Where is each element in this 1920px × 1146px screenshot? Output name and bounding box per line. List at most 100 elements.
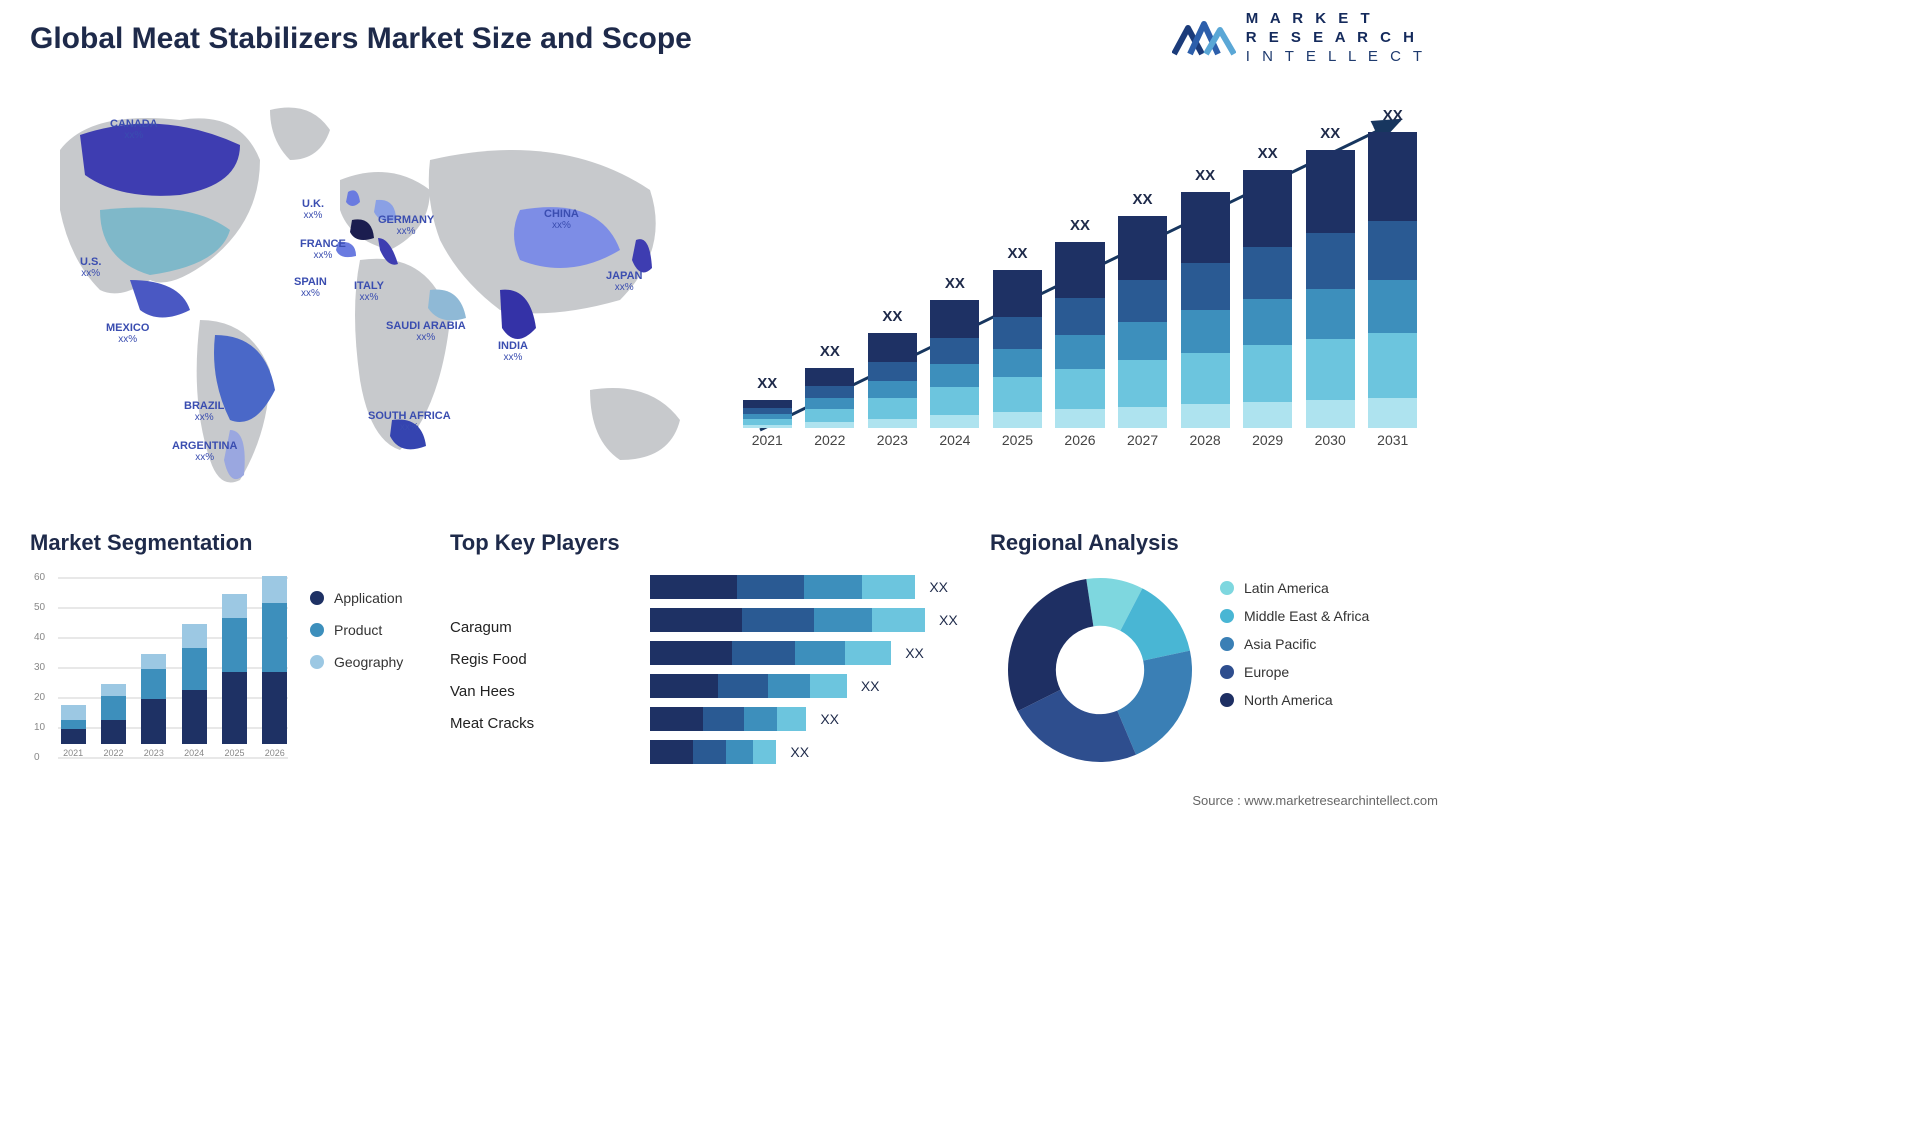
seg-x-label: 2026 <box>265 748 285 758</box>
seg-seg <box>141 654 166 669</box>
player-seg <box>650 740 693 764</box>
growth-value-label: XX <box>882 308 902 325</box>
growth-seg <box>993 270 1042 317</box>
growth-col-2028: XX2028 <box>1178 167 1233 448</box>
growth-seg <box>1055 335 1104 368</box>
legend-label: Europe <box>1244 664 1289 680</box>
player-seg <box>777 707 806 731</box>
player-seg <box>703 707 744 731</box>
seg-col-2023: 2023 <box>139 654 169 758</box>
donut-chart <box>1000 570 1200 770</box>
growth-year-label: 2027 <box>1127 432 1158 448</box>
seg-x-label: 2025 <box>224 748 244 758</box>
growth-seg <box>805 398 854 409</box>
donut-legend-item: Asia Pacific <box>1220 636 1369 652</box>
player-seg <box>650 674 718 698</box>
seg-seg <box>61 705 86 720</box>
seg-legend-item: Geography <box>310 654 403 670</box>
player-value-label: XX <box>861 678 880 694</box>
player-seg <box>768 674 810 698</box>
seg-seg <box>61 729 86 744</box>
player-seg <box>845 641 891 665</box>
seg-col-2022: 2022 <box>98 684 128 758</box>
seg-seg <box>101 684 126 696</box>
growth-seg <box>743 400 792 408</box>
seg-col-2021: 2021 <box>58 705 88 758</box>
seg-seg <box>222 672 247 744</box>
legend-label: North America <box>1244 692 1333 708</box>
player-label: Caragum <box>450 612 534 644</box>
donut-legend-item: Europe <box>1220 664 1369 680</box>
seg-seg <box>141 669 166 699</box>
seg-y-tick: 10 <box>34 722 45 733</box>
player-bar-row: XX <box>650 608 960 632</box>
player-value-label: XX <box>939 612 958 628</box>
growth-chart: XX2021XX2022XX2023XX2024XX2025XX2026XX20… <box>740 100 1420 470</box>
growth-col-2026: XX2026 <box>1053 217 1108 448</box>
growth-seg <box>1243 345 1292 402</box>
segmentation-panel: Market Segmentation 0102030405060 202120… <box>30 530 450 780</box>
seg-seg <box>262 672 287 744</box>
growth-col-2022: XX2022 <box>803 343 858 448</box>
growth-col-2029: XX2029 <box>1240 145 1295 448</box>
growth-seg <box>1243 299 1292 345</box>
growth-seg <box>868 419 917 429</box>
segmentation-legend: ApplicationProductGeography <box>310 590 403 686</box>
growth-seg <box>930 415 979 428</box>
growth-value-label: XX <box>757 375 777 392</box>
seg-y-tick: 20 <box>34 692 45 703</box>
player-bar-row: XX <box>650 641 960 665</box>
seg-y-tick: 60 <box>34 572 45 583</box>
growth-seg <box>1306 233 1355 289</box>
growth-seg <box>1118 280 1167 322</box>
seg-seg <box>141 699 166 744</box>
growth-seg <box>1118 407 1167 428</box>
growth-value-label: XX <box>1007 245 1027 262</box>
legend-dot-icon <box>1220 581 1234 595</box>
growth-seg <box>1368 398 1417 428</box>
growth-year-label: 2024 <box>939 432 970 448</box>
map-label-france: FRANCExx% <box>300 238 346 261</box>
growth-value-label: XX <box>1258 145 1278 162</box>
growth-year-label: 2030 <box>1315 432 1346 448</box>
map-label-india: INDIAxx% <box>498 340 528 363</box>
map-label-germany: GERMANYxx% <box>378 214 434 237</box>
donut-legend-item: Latin America <box>1220 580 1369 596</box>
player-seg <box>862 575 915 599</box>
growth-col-2031: XX2031 <box>1365 107 1420 448</box>
growth-year-label: 2028 <box>1190 432 1221 448</box>
map-label-china: CHINAxx% <box>544 208 579 231</box>
player-seg <box>650 707 703 731</box>
seg-col-2025: 2025 <box>219 594 249 758</box>
logo-text: M A R K E T R E S E A R C H I N T E L L … <box>1246 10 1426 66</box>
logo-icon <box>1172 10 1236 66</box>
seg-y-tick: 40 <box>34 632 45 643</box>
seg-seg <box>101 696 126 720</box>
growth-seg <box>1306 150 1355 233</box>
legend-label: Product <box>334 622 382 638</box>
player-seg <box>744 707 778 731</box>
growth-year-label: 2023 <box>877 432 908 448</box>
growth-seg <box>1368 221 1417 280</box>
growth-year-label: 2031 <box>1377 432 1408 448</box>
growth-seg <box>868 362 917 381</box>
player-seg <box>795 641 845 665</box>
growth-seg <box>993 412 1042 428</box>
seg-seg <box>101 720 126 744</box>
growth-seg <box>1118 360 1167 407</box>
growth-seg <box>1243 170 1292 247</box>
legend-dot-icon <box>1220 665 1234 679</box>
seg-seg <box>182 690 207 744</box>
growth-seg <box>1243 402 1292 428</box>
growth-seg <box>868 333 917 362</box>
growth-seg <box>743 425 792 428</box>
growth-seg <box>1181 192 1230 263</box>
player-bar-row: XX <box>650 707 960 731</box>
growth-seg <box>1306 339 1355 400</box>
growth-year-label: 2022 <box>814 432 845 448</box>
seg-seg <box>222 618 247 672</box>
growth-seg <box>805 422 854 428</box>
seg-y-tick: 50 <box>34 602 45 613</box>
player-label: Regis Food <box>450 644 534 676</box>
players-title: Top Key Players <box>450 530 970 556</box>
